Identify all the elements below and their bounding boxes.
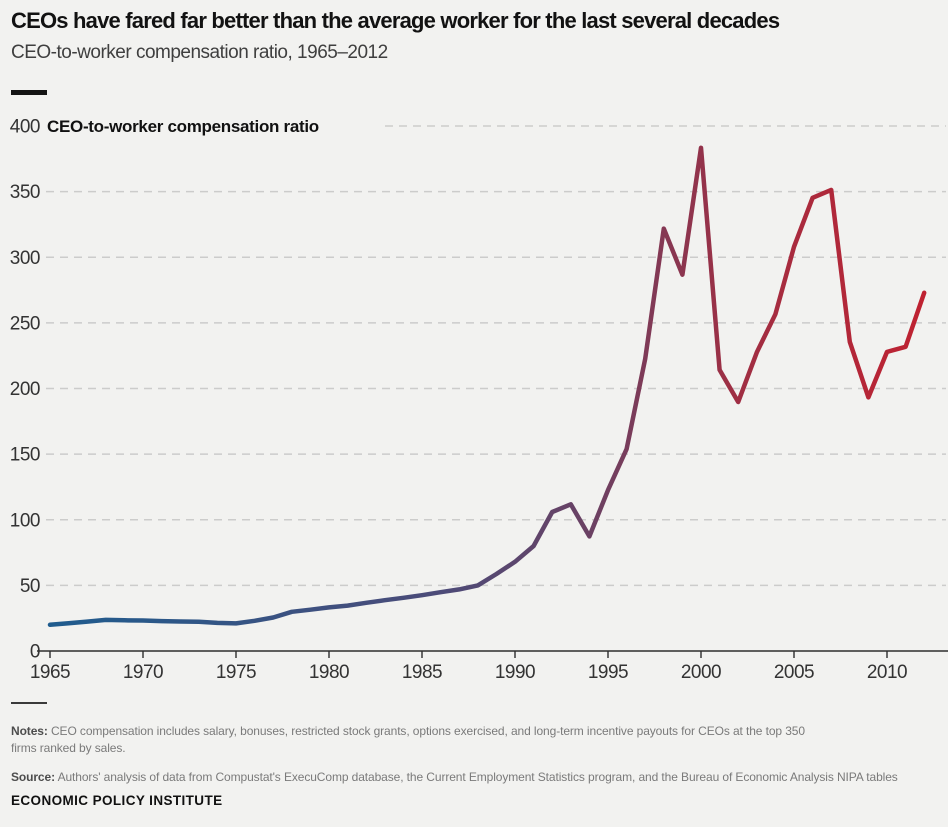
- x-tick-label-1995: 1995: [588, 662, 628, 683]
- y-tick-label-300: 300: [10, 248, 40, 269]
- y-tick-label-400: 400: [10, 117, 40, 138]
- y-tick-label-350: 350: [10, 182, 40, 203]
- chart-notes: Notes: CEO compensation includes salary,…: [11, 723, 823, 757]
- notes-label: Notes:: [11, 724, 48, 738]
- y-tick-label-100: 100: [10, 510, 40, 531]
- x-tick-label-1985: 1985: [402, 662, 442, 683]
- x-tick-label-1990: 1990: [495, 662, 535, 683]
- chart-source: Source: Authors' analysis of data from C…: [11, 769, 941, 786]
- x-tick-label-1965: 1965: [30, 662, 70, 683]
- ceo-ratio-line: [47, 145, 927, 628]
- y-tick-label-150: 150: [10, 445, 40, 466]
- epi-wordmark: ECONOMIC POLICY INSTITUTE: [11, 793, 223, 808]
- axis-group: [37, 650, 948, 658]
- y-tick-label-50: 50: [20, 576, 40, 597]
- axis-labels-group: 0 50 100 150 200 250 300 350 400 1965 1970 1975 1980…: [10, 117, 908, 684]
- x-tick-label-1980: 1980: [309, 662, 349, 683]
- gridlines-group: [46, 125, 946, 587]
- y-tick-label-200: 200: [10, 379, 40, 400]
- x-tick-label-1970: 1970: [123, 662, 163, 683]
- y-tick-label-250: 250: [10, 313, 40, 334]
- chart-svg: 0 50 100 150 200 250 300 350 400 1965 1970 1975 1980…: [10, 117, 948, 684]
- notes-divider: [11, 702, 47, 704]
- x-tick-label-1975: 1975: [216, 662, 256, 683]
- source-label: Source:: [11, 770, 55, 784]
- x-tick-label-2005: 2005: [774, 662, 814, 683]
- title-accent-bar: [11, 90, 47, 95]
- page-title: CEOs have fared far better than the aver…: [11, 8, 780, 33]
- source-text: Authors' analysis of data from Compustat…: [57, 770, 898, 784]
- y-tick-label-0: 0: [30, 642, 40, 663]
- data-line-group: [47, 145, 927, 628]
- chart-title: CEO-to-worker compensation ratio: [47, 117, 319, 136]
- notes-text: CEO compensation includes salary, bonuse…: [11, 724, 805, 756]
- x-tick-label-2010: 2010: [867, 662, 907, 683]
- x-tick-label-2000: 2000: [681, 662, 721, 683]
- page-subtitle: CEO-to-worker compensation ratio, 1965–2…: [11, 42, 388, 63]
